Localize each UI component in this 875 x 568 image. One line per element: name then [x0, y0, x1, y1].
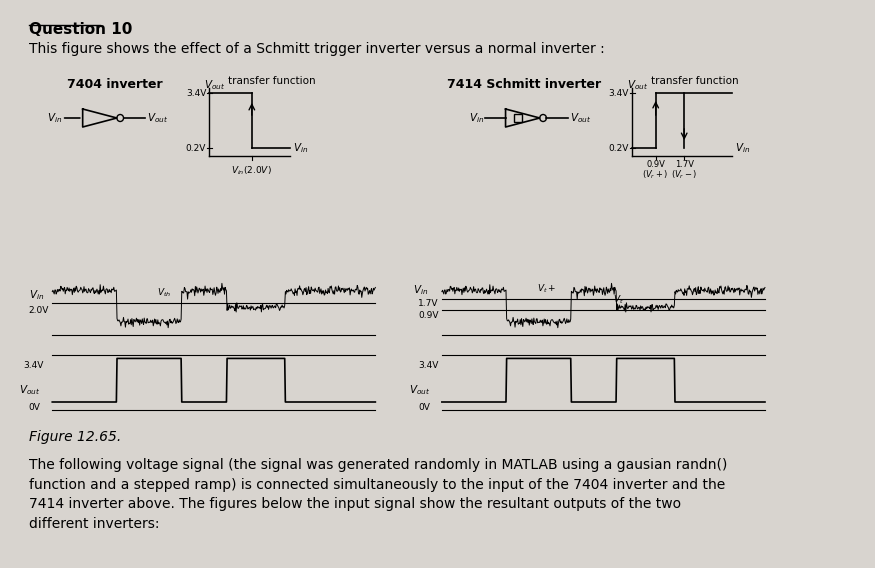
Text: 0.9V: 0.9V — [647, 160, 665, 169]
Text: $(V_{r}-)$: $(V_{r}-)$ — [671, 168, 697, 181]
Text: 0.9V: 0.9V — [418, 311, 438, 320]
Text: 0.2V: 0.2V — [609, 144, 629, 152]
Text: $V_{t}+$: $V_{t}+$ — [537, 282, 556, 295]
Text: $V_{in}$: $V_{in}$ — [46, 111, 62, 125]
Text: $V_{in}$: $V_{in}$ — [469, 111, 485, 125]
Text: This figure shows the effect of a Schmitt trigger inverter versus a normal inver: This figure shows the effect of a Schmit… — [29, 42, 605, 56]
Text: The following voltage signal (the signal was generated randomly in MATLAB using : The following voltage signal (the signal… — [29, 458, 727, 531]
Text: $V_{out}$: $V_{out}$ — [204, 78, 226, 92]
Text: Figure 12.65.: Figure 12.65. — [29, 430, 121, 444]
Text: $V_{in}$: $V_{in}$ — [413, 283, 429, 297]
Text: 3.4V: 3.4V — [609, 89, 629, 98]
Text: 1.7V: 1.7V — [418, 299, 438, 307]
Text: 3.4V: 3.4V — [24, 361, 44, 370]
Text: 0V: 0V — [418, 403, 430, 411]
Text: 0.2V: 0.2V — [186, 144, 206, 152]
Text: transfer function: transfer function — [228, 76, 316, 86]
Text: 7414 Schmitt inverter: 7414 Schmitt inverter — [446, 78, 601, 91]
Text: $V_{out}$: $V_{out}$ — [19, 383, 40, 397]
Bar — [514, 114, 522, 122]
Text: $V_{th}$: $V_{th}$ — [157, 286, 171, 299]
Text: $V_{in}$: $V_{in}$ — [293, 141, 308, 155]
Text: $V_{in}$: $V_{in}$ — [735, 141, 750, 155]
Text: 2.0V: 2.0V — [29, 306, 49, 315]
Text: $V_{in}(2.0V)$: $V_{in}(2.0V)$ — [231, 164, 272, 177]
Text: $V_{out}$: $V_{out}$ — [627, 78, 648, 92]
Text: $V_{in}$: $V_{in}$ — [29, 288, 44, 302]
Text: 1.7V: 1.7V — [675, 160, 694, 169]
Text: transfer function: transfer function — [651, 76, 738, 86]
Text: 0V: 0V — [29, 403, 40, 411]
Text: Question 10: Question 10 — [29, 22, 132, 37]
Text: $V_{out}$: $V_{out}$ — [147, 111, 169, 125]
Text: 7404 inverter: 7404 inverter — [66, 78, 162, 91]
Text: 3.4V: 3.4V — [186, 89, 206, 98]
Text: $V_{t}-$: $V_{t}-$ — [612, 294, 633, 306]
Text: $(V_{r}+)$: $(V_{r}+)$ — [642, 168, 669, 181]
Text: $V_{out}$: $V_{out}$ — [570, 111, 592, 125]
Text: 3.4V: 3.4V — [418, 361, 438, 370]
Text: $V_{out}$: $V_{out}$ — [409, 383, 430, 397]
